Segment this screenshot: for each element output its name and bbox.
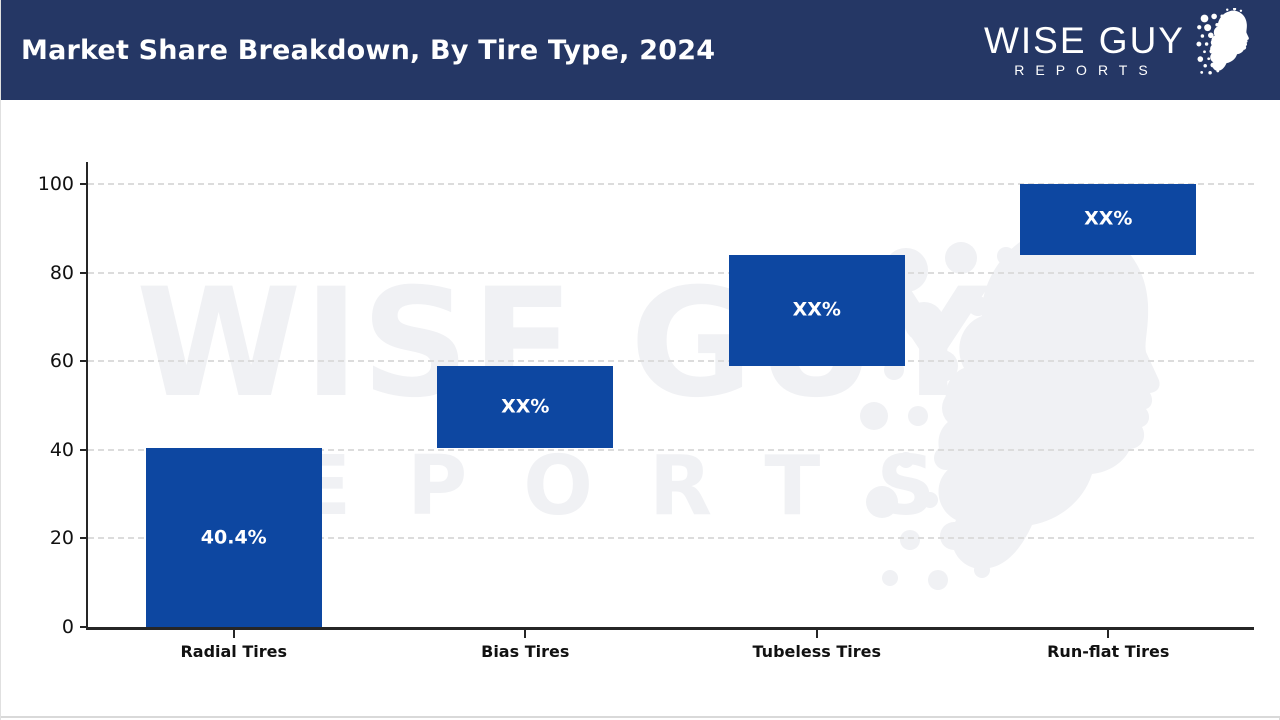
- x-tick-mark: [524, 630, 527, 638]
- bar-run-flat-tires: XX%: [1020, 184, 1197, 255]
- bar-bias-tires: XX%: [437, 365, 614, 449]
- y-tick-label: 40: [49, 438, 74, 461]
- x-tick-label: Run-flat Tires: [1047, 642, 1170, 661]
- x-tick-label: Radial Tires: [180, 642, 288, 661]
- y-tick-label: 80: [49, 261, 74, 284]
- grid-line: [88, 537, 1254, 540]
- bar-value-label: 40.4%: [200, 526, 267, 549]
- x-axis-line: [86, 627, 1254, 630]
- y-tick-mark: [80, 626, 88, 628]
- y-tick-label: 0: [61, 616, 74, 638]
- grid-line: [88, 448, 1254, 451]
- brand-face-icon: [1196, 8, 1249, 75]
- grid-line: [88, 183, 1254, 185]
- plot: 0 20 40 60 80 100 40.4% Radial Tires XX% Bias Tir…: [1, 100, 1280, 718]
- footer-divider: [1, 716, 1280, 718]
- y-tick-mark: [80, 360, 88, 363]
- y-tick-label: 100: [37, 173, 74, 195]
- grid-line: [88, 360, 1254, 363]
- y-tick-mark: [80, 448, 88, 451]
- brand-subtitle: REPORTS: [1014, 62, 1159, 78]
- brand-logo: WISE GUY REPORTS: [984, 8, 1271, 92]
- grid-line: [88, 271, 1254, 274]
- bar-value-label: XX%: [1084, 207, 1133, 230]
- brand-name: WISE GUY: [983, 20, 1185, 61]
- y-tick-mark: [80, 271, 88, 274]
- x-tick-mark: [232, 630, 235, 638]
- bar-value-label: XX%: [501, 395, 550, 418]
- x-tick-mark: [1107, 630, 1110, 638]
- y-tick-mark: [80, 537, 88, 540]
- chart-area: WISE GUY REPORTS: [1, 100, 1280, 718]
- x-tick-label: Bias Tires: [481, 642, 570, 661]
- y-tick-label: 20: [49, 527, 74, 550]
- y-axis-line: [86, 162, 88, 629]
- x-tick-mark: [815, 630, 818, 638]
- bar-value-label: XX%: [792, 298, 841, 321]
- page-title: Market Share Breakdown, By Tire Type, 20…: [21, 34, 716, 66]
- bar-radial-tires: 40.4%: [145, 448, 322, 627]
- brand-logo-text: WISE GUY REPORTS: [984, 22, 1185, 78]
- y-tick-label: 60: [49, 350, 74, 373]
- bar-tubeless-tires: XX%: [728, 254, 905, 366]
- y-tick-mark: [80, 183, 88, 185]
- x-tick-label: Tubeless Tires: [752, 642, 881, 661]
- header: Market Share Breakdown, By Tire Type, 20…: [1, 0, 1280, 100]
